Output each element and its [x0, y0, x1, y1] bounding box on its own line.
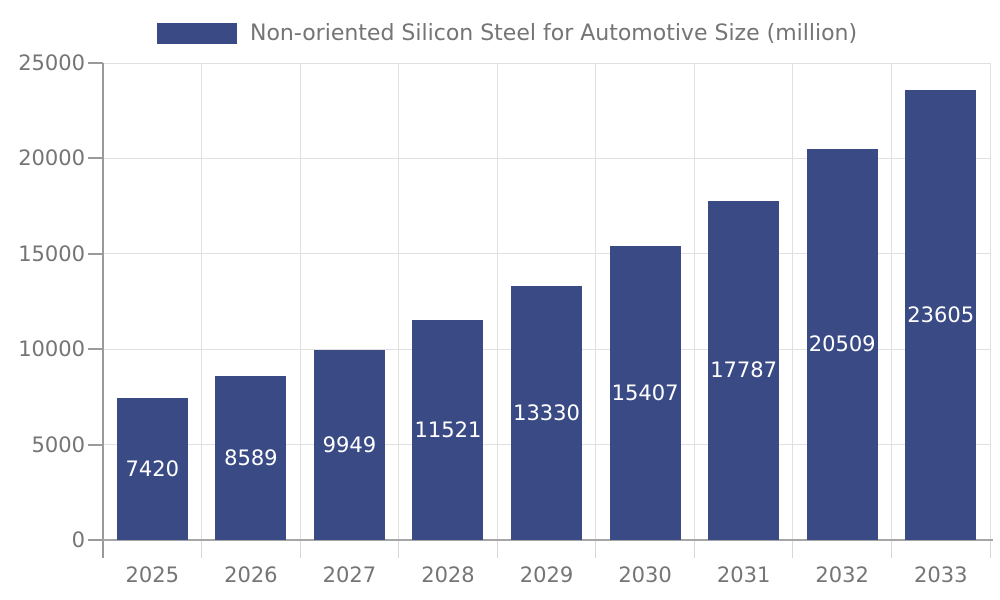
x-tick: [595, 540, 597, 558]
bar: [116, 398, 188, 540]
y-tick: [88, 62, 103, 64]
y-axis-line: [102, 63, 104, 558]
bar-value-label: 9949: [322, 433, 377, 458]
y-tick-label: 10000: [18, 337, 85, 362]
x-tick: [496, 540, 498, 558]
x-tick-label: 2028: [421, 563, 475, 587]
y-tick: [88, 348, 103, 351]
x-tick: [989, 540, 991, 558]
y-tick-label: 25000: [18, 51, 85, 75]
y-tick-label: 20000: [18, 146, 85, 171]
x-gridline: [595, 63, 597, 540]
x-tick: [792, 540, 794, 558]
legend-label: Non-oriented Silicon Steel for Automotiv…: [250, 21, 858, 46]
x-tick: [201, 540, 203, 558]
x-tick-label: 2026: [224, 563, 278, 587]
bar-value-label: 17787: [710, 358, 777, 383]
x-gridline: [792, 63, 794, 540]
legend-marker: [157, 23, 237, 44]
bar: [609, 246, 681, 540]
y-tick: [88, 443, 103, 446]
x-tick-label: 2025: [125, 563, 179, 587]
x-tick-label: 2030: [618, 563, 672, 587]
x-tick-label: 2031: [716, 563, 771, 587]
x-tick: [693, 540, 695, 558]
y-tick-label: 0: [71, 528, 85, 552]
y-tick: [88, 539, 103, 541]
x-tick: [890, 540, 892, 558]
y-gridline: [103, 253, 990, 255]
x-tick: [299, 540, 301, 558]
x-tick-label: 2029: [519, 563, 574, 587]
bar: [806, 148, 878, 540]
x-tick-label: 2033: [913, 563, 968, 587]
legend: Non-oriented Silicon Steel for Automotiv…: [0, 20, 1000, 48]
x-gridline: [398, 63, 400, 540]
x-axis-line: [103, 539, 993, 541]
x-gridline: [496, 63, 498, 540]
bar-value-label: 11521: [414, 418, 482, 443]
bar: [412, 320, 484, 540]
bar: [511, 285, 582, 540]
bar: [708, 200, 780, 540]
bar-value-label: 8589: [224, 446, 278, 471]
bar: [313, 350, 385, 540]
y-tick-label: 15000: [18, 241, 85, 266]
y-tick: [88, 252, 103, 255]
y-tick-label: 5000: [31, 432, 85, 457]
bar-value-label: 20509: [808, 332, 876, 357]
y-tick: [88, 157, 103, 160]
x-tick: [398, 540, 400, 558]
bar-value-label: 13330: [513, 400, 580, 425]
bar-value-label: 15407: [611, 381, 679, 406]
bar-value-label: 23605: [907, 302, 975, 327]
bar: [905, 89, 977, 540]
x-gridline: [693, 63, 695, 540]
x-tick-label: 2032: [815, 563, 869, 587]
x-gridline: [299, 63, 301, 540]
y-gridline: [103, 157, 990, 159]
y-gridline: [103, 62, 990, 64]
x-gridline: [989, 63, 991, 540]
x-tick-label: 2027: [322, 563, 377, 587]
x-gridline: [890, 63, 892, 540]
bar: [215, 376, 287, 540]
bar-value-label: 7420: [125, 457, 179, 482]
x-gridline: [201, 63, 203, 540]
